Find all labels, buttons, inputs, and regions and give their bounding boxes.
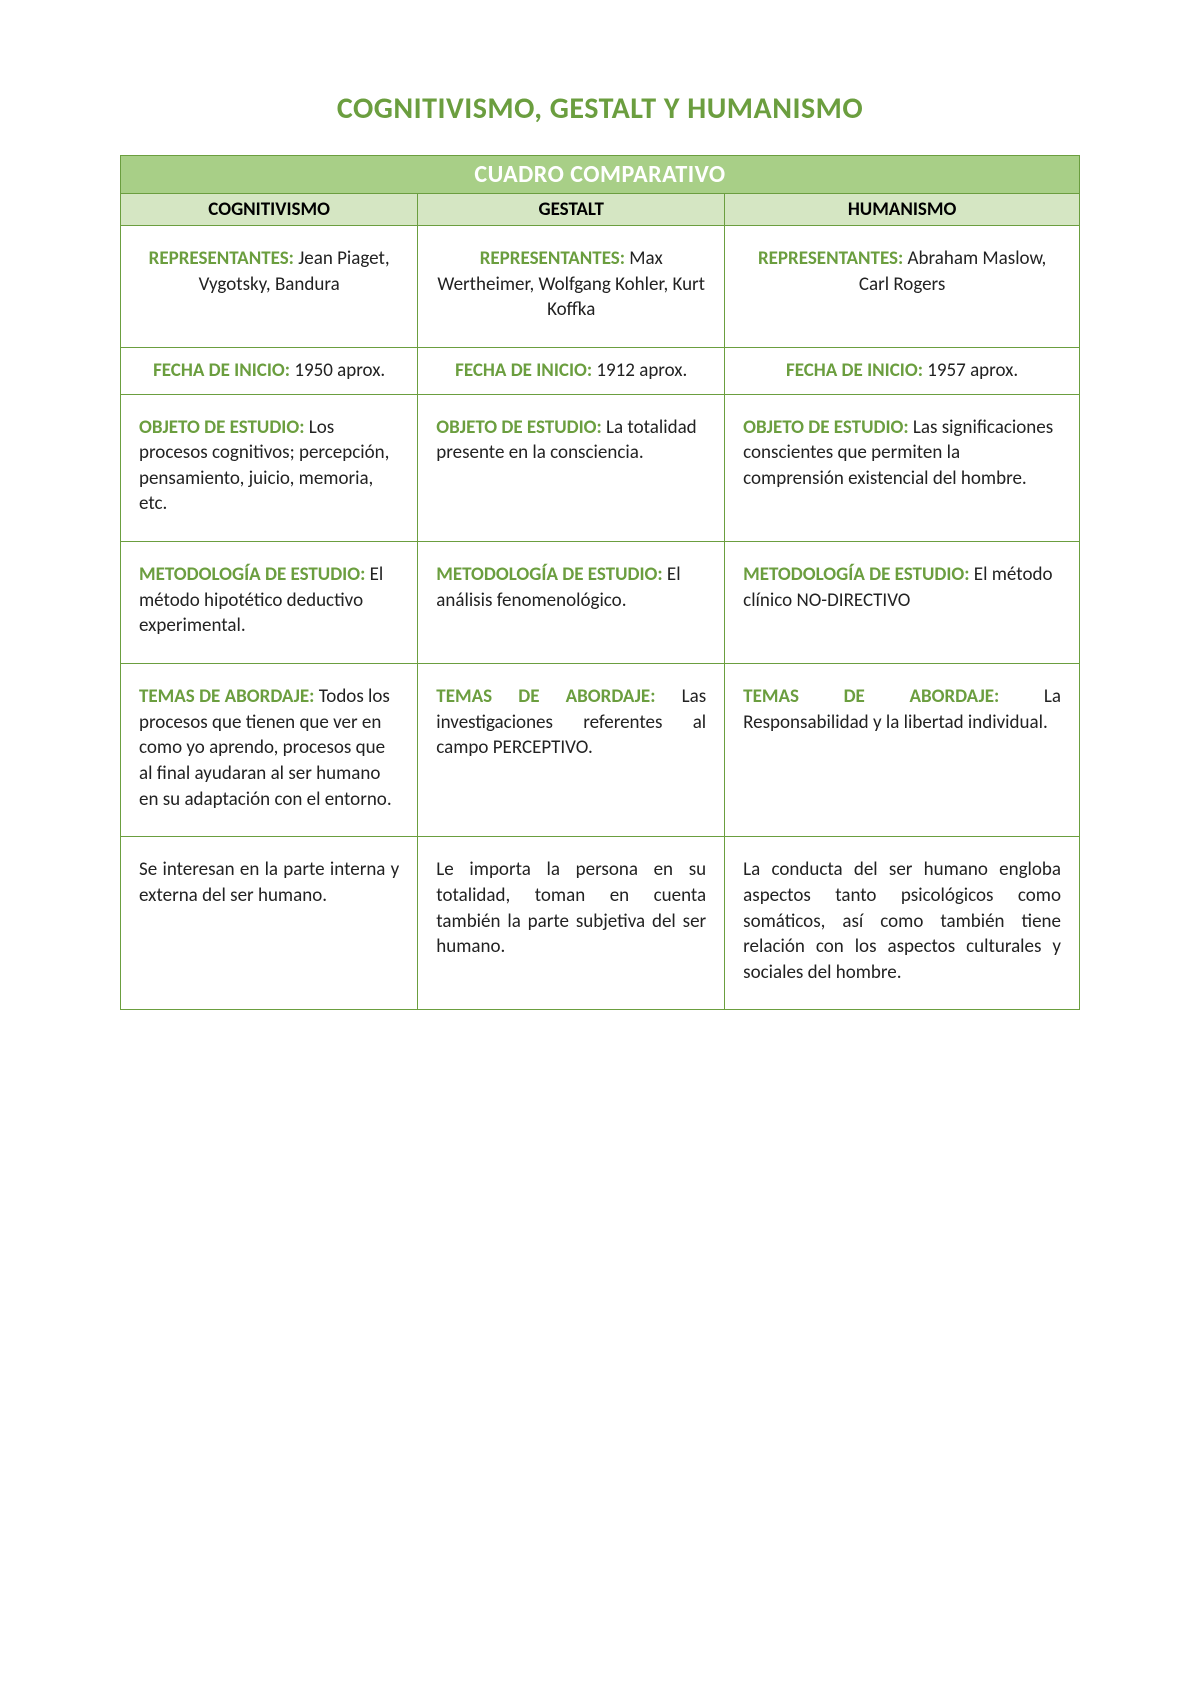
table-cell: METODOLOGÍA DE ESTUDIO: El método hipoté…	[121, 542, 418, 664]
table-cell: TEMAS DE ABORDAJE: La Responsabilidad y …	[725, 664, 1080, 837]
table-cell: REPRESENTANTES: Jean Piaget, Vygotsky, B…	[121, 226, 418, 348]
cell-label: FECHA DE INICIO:	[786, 359, 927, 382]
table-cell: OBJETO DE ESTUDIO: Los procesos cognitiv…	[121, 394, 418, 542]
table-row: REPRESENTANTES: Jean Piaget, Vygotsky, B…	[121, 226, 1080, 348]
table-cell: La conducta del ser humano engloba aspec…	[725, 837, 1080, 1010]
table-row: OBJETO DE ESTUDIO: Los procesos cognitiv…	[121, 394, 1080, 542]
table-row: TEMAS DE ABORDAJE: Todos los procesos qu…	[121, 664, 1080, 837]
table-cell: FECHA DE INICIO: 1912 aprox.	[418, 347, 725, 394]
column-header: HUMANISMO	[725, 194, 1080, 226]
cell-label: TEMAS DE ABORDAJE:	[139, 685, 319, 708]
table-cell: FECHA DE INICIO: 1950 aprox.	[121, 347, 418, 394]
table-cell: TEMAS DE ABORDAJE: Todos los procesos qu…	[121, 664, 418, 837]
cell-label: METODOLOGÍA DE ESTUDIO:	[743, 563, 974, 586]
table-title: CUADRO COMPARATIVO	[121, 156, 1080, 194]
table-cell: Se interesan en la parte interna y exter…	[121, 837, 418, 1010]
cell-label: METODOLOGÍA DE ESTUDIO:	[139, 563, 370, 586]
table-cell: REPRESENTANTES: Abraham Maslow, Carl Rog…	[725, 226, 1080, 348]
comparison-table: CUADRO COMPARATIVO COGNITIVISMO GESTALT …	[120, 155, 1080, 1010]
table-row: FECHA DE INICIO: 1950 aprox. FECHA DE IN…	[121, 347, 1080, 394]
table-cell: FECHA DE INICIO: 1957 aprox.	[725, 347, 1080, 394]
cell-label: FECHA DE INICIO:	[455, 359, 596, 382]
cell-value: La conducta del ser humano engloba aspec…	[743, 858, 1061, 984]
table-cell: OBJETO DE ESTUDIO: La totalidad presente…	[418, 394, 725, 542]
table-row: METODOLOGÍA DE ESTUDIO: El método hipoté…	[121, 542, 1080, 664]
table-cell: TEMAS DE ABORDAJE: Las investigaciones r…	[418, 664, 725, 837]
column-header: COGNITIVISMO	[121, 194, 418, 226]
cell-label: REPRESENTANTES:	[149, 247, 299, 270]
cell-value: 1950 aprox.	[294, 359, 385, 382]
cell-value: Se interesan en la parte interna y exter…	[139, 858, 399, 907]
cell-label: REPRESENTANTES:	[480, 247, 630, 270]
cell-label: METODOLOGÍA DE ESTUDIO:	[436, 563, 667, 586]
table-cell: OBJETO DE ESTUDIO: Las significaciones c…	[725, 394, 1080, 542]
cell-label: OBJETO DE ESTUDIO:	[743, 416, 913, 439]
cell-label: TEMAS DE ABORDAJE:	[436, 685, 681, 708]
table-cell: METODOLOGÍA DE ESTUDIO: El método clínic…	[725, 542, 1080, 664]
cell-value: 1912 aprox.	[596, 359, 687, 382]
table-row: Se interesan en la parte interna y exter…	[121, 837, 1080, 1010]
cell-label: FECHA DE INICIO:	[153, 359, 294, 382]
cell-value: 1957 aprox.	[927, 359, 1018, 382]
cell-label: OBJETO DE ESTUDIO:	[436, 416, 606, 439]
table-cell: Le importa la persona en su totalidad, t…	[418, 837, 725, 1010]
page-title: COGNITIVISMO, GESTALT Y HUMANISMO	[120, 90, 1080, 127]
cell-label: TEMAS DE ABORDAJE:	[743, 685, 1044, 708]
cell-label: OBJETO DE ESTUDIO:	[139, 416, 309, 439]
cell-label: REPRESENTANTES:	[758, 247, 908, 270]
table-cell: REPRESENTANTES: Max Wertheimer, Wolfgang…	[418, 226, 725, 348]
column-header: GESTALT	[418, 194, 725, 226]
cell-value: Le importa la persona en su totalidad, t…	[436, 858, 706, 958]
table-cell: METODOLOGÍA DE ESTUDIO: El análisis feno…	[418, 542, 725, 664]
